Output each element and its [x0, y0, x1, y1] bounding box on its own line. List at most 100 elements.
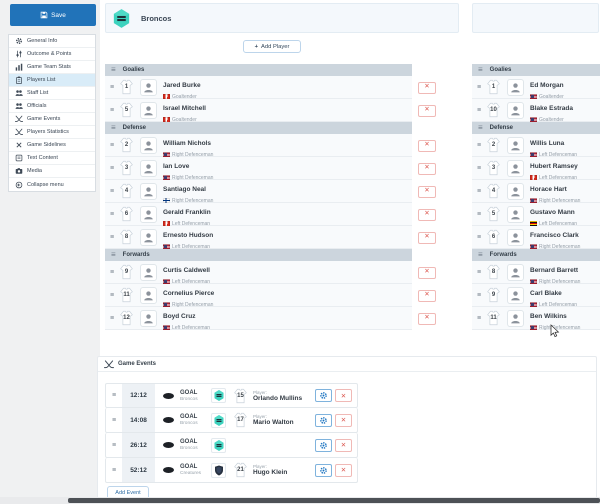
sidebar-item-officials[interactable]: Officials [9, 100, 95, 113]
flag-icon [530, 198, 537, 204]
sidebar-item-outcome-points[interactable]: Outcome & Points [9, 48, 95, 61]
jersey-number: 12 [123, 315, 130, 321]
sidebar-item-game-events[interactable]: Game Events [9, 113, 95, 126]
drag-handle-icon[interactable] [105, 84, 119, 91]
player-row: 9 Carl Blake Left Defenceman [472, 284, 600, 308]
delete-player-button[interactable] [418, 81, 436, 94]
event-settings-button[interactable] [315, 438, 332, 452]
event-settings-button[interactable] [315, 413, 332, 427]
drag-handle-icon[interactable] [472, 211, 486, 218]
flag-icon [163, 152, 170, 158]
player-name: Hubert Ramsey [530, 163, 578, 171]
avatar [507, 159, 524, 177]
drag-handle-icon[interactable] [478, 124, 483, 132]
event-delete-button[interactable] [335, 389, 352, 402]
flag-icon [530, 302, 537, 308]
drag-handle-icon[interactable] [105, 107, 119, 114]
sidebar-item-text-content[interactable]: Text Content [9, 152, 95, 165]
drag-handle-icon[interactable] [105, 315, 119, 322]
drag-handle-icon[interactable] [472, 315, 486, 322]
player-name: Ian Love [163, 163, 190, 171]
gear-icon [320, 466, 327, 474]
add-player-button[interactable]: Add Player [243, 40, 301, 53]
drag-handle-icon[interactable] [111, 251, 116, 259]
sidebar-item-general-info[interactable]: General Info [9, 35, 95, 48]
drag-handle-icon[interactable] [472, 165, 486, 172]
drag-handle-icon[interactable] [478, 251, 483, 259]
drag-handle-icon[interactable] [106, 442, 122, 449]
sidebar-item-label: General Info [27, 38, 58, 44]
sidebar-item-collapse-menu[interactable]: Collapse menu [9, 178, 95, 191]
event-delete-button[interactable] [335, 413, 352, 427]
section-title: Defense [489, 125, 514, 131]
collapse-icon [15, 181, 23, 189]
drag-handle-icon[interactable] [472, 234, 486, 241]
jersey-number: 3 [124, 165, 129, 171]
scrollbar-thumb[interactable] [68, 498, 600, 503]
event-time: 14:08 [122, 408, 155, 432]
drag-handle-icon[interactable] [472, 269, 486, 276]
drag-handle-icon[interactable] [472, 107, 486, 114]
sidebar-item-players-list[interactable]: Players List [9, 74, 95, 87]
delete-player-button[interactable] [418, 266, 436, 279]
jersey-number: 11 [490, 315, 497, 321]
delete-player-button[interactable] [418, 312, 436, 325]
delete-player-button[interactable] [418, 185, 436, 198]
horizontal-scrollbar[interactable] [0, 497, 600, 504]
drag-handle-icon[interactable] [472, 292, 486, 299]
sidebar-item-game-team-stats[interactable]: Game Team Stats [9, 61, 95, 74]
drag-handle-icon[interactable] [105, 234, 119, 241]
event-settings-button[interactable] [315, 389, 332, 402]
event-settings-button[interactable] [315, 463, 332, 477]
drag-handle-icon[interactable] [111, 124, 116, 132]
sidebar-item-media[interactable]: Media [9, 165, 95, 178]
delete-player-button[interactable] [418, 104, 436, 117]
delete-player-button[interactable] [418, 162, 436, 175]
player-position: Left Defenceman [172, 243, 211, 250]
drag-handle-icon[interactable] [105, 188, 119, 195]
jersey-number: 5 [124, 107, 129, 113]
add-event-label: Add Event [115, 490, 141, 496]
event-player-name: Orlando Mullins [253, 394, 303, 402]
x-icon [15, 141, 23, 149]
event-type: GOAL [180, 389, 198, 396]
drag-handle-icon[interactable] [472, 142, 486, 149]
drag-handle-icon[interactable] [106, 417, 122, 424]
event-delete-button[interactable] [335, 438, 352, 452]
drag-handle-icon[interactable] [105, 211, 119, 218]
drag-handle-icon[interactable] [105, 142, 119, 149]
avatar [140, 286, 157, 304]
drag-handle-icon[interactable] [472, 84, 486, 91]
delete-player-button[interactable] [418, 208, 436, 221]
jersey-number: 6 [124, 211, 129, 217]
delete-player-button[interactable] [418, 231, 436, 244]
jersey-number: 1 [124, 84, 129, 90]
drag-handle-icon[interactable] [472, 188, 486, 195]
drag-handle-icon[interactable] [106, 467, 122, 474]
player-name: Santiago Neal [163, 186, 206, 194]
flag-icon [530, 94, 537, 100]
delete-player-button[interactable] [418, 139, 436, 152]
drag-handle-icon[interactable] [478, 66, 483, 74]
sidebar-item-staff-list[interactable]: Staff List [9, 87, 95, 100]
event-team: Creatures [180, 471, 202, 476]
drag-handle-icon[interactable] [105, 292, 119, 299]
avatar [507, 182, 524, 200]
roster-section-header: Forwards [472, 249, 600, 261]
drag-handle-icon[interactable] [105, 269, 119, 276]
section-title: Forwards [122, 252, 150, 258]
save-button[interactable]: Save [10, 4, 96, 26]
drag-handle-icon[interactable] [111, 66, 116, 74]
add-player-label: Add Player [261, 43, 290, 50]
event-delete-button[interactable] [335, 463, 352, 477]
event-team: Broncos [180, 446, 198, 451]
drag-handle-icon[interactable] [106, 392, 122, 399]
sidebar-item-game-sidelines[interactable]: Game Sidelines [9, 139, 95, 152]
jersey-number: 9 [124, 269, 129, 275]
sidebar-item-players-statistics[interactable]: Players Statistics [9, 126, 95, 139]
delete-player-button[interactable] [418, 289, 436, 302]
drag-handle-icon[interactable] [105, 165, 119, 172]
